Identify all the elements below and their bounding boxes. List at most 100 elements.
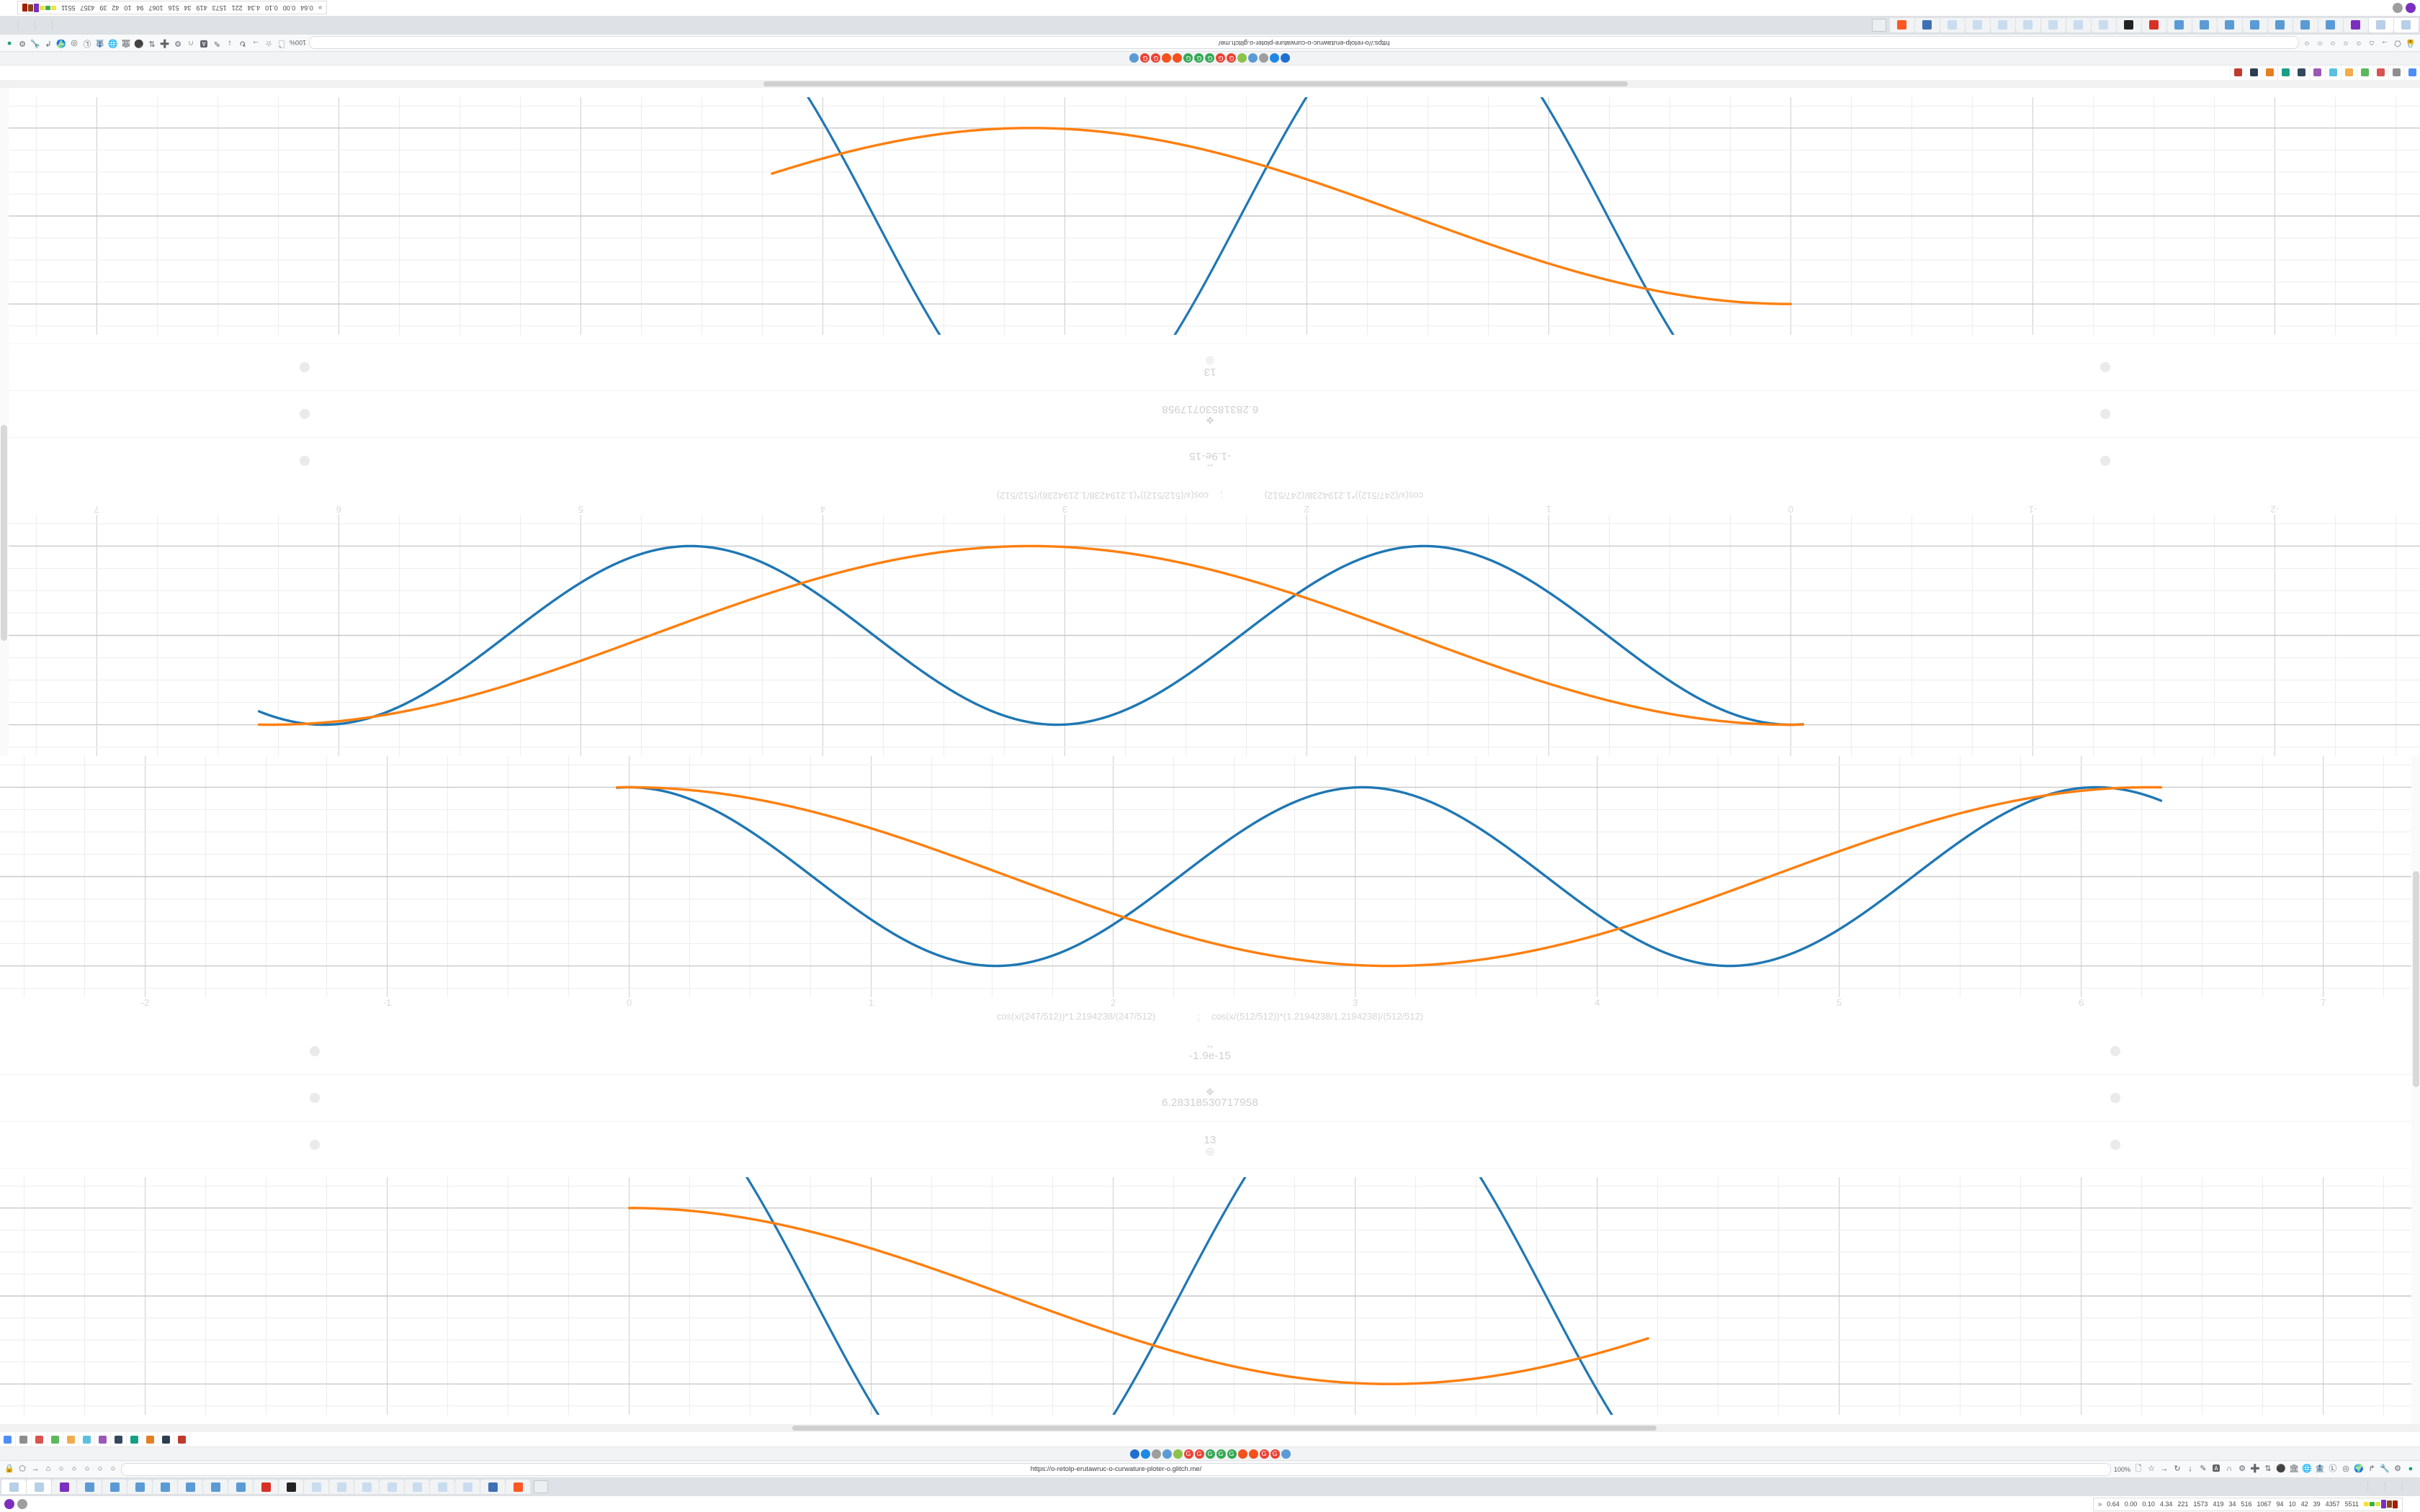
highlighter-icon[interactable]: 🅰 xyxy=(200,39,208,48)
browser-tab[interactable] xyxy=(2167,18,2192,32)
cube-icon[interactable] xyxy=(1281,1449,1291,1459)
bookmark-item[interactable] xyxy=(143,1432,158,1446)
new-tab-button[interactable] xyxy=(1872,19,1886,32)
bookmark-item[interactable] xyxy=(2388,66,2404,80)
sync-icon[interactable]: ↓ xyxy=(2188,1464,2192,1473)
compass-icon[interactable] xyxy=(1173,1449,1183,1459)
translate-icon[interactable]: ∩ xyxy=(188,39,194,48)
browser-tab[interactable] xyxy=(127,1480,152,1494)
browser-tab[interactable] xyxy=(1940,18,1965,32)
period-handle-icon[interactable]: ✥ xyxy=(1206,1086,1214,1097)
period-slider-handle[interactable] xyxy=(300,409,310,419)
reader-mode-icon[interactable]: ☆ xyxy=(265,39,272,48)
horizontal-scrollbar[interactable] xyxy=(0,80,2420,88)
library-icon[interactable]: 🌐 xyxy=(108,39,118,48)
mute-icon[interactable] xyxy=(1259,53,1269,63)
forward-arrow-icon[interactable]: → xyxy=(31,1464,40,1473)
google-g-icon[interactable]: G xyxy=(1183,1449,1193,1459)
horizontal-scrollbar-thumb[interactable] xyxy=(763,81,1628,86)
bookmark-item[interactable] xyxy=(32,1432,48,1446)
compass-icon[interactable] xyxy=(1237,53,1247,63)
droplet-icon[interactable] xyxy=(1270,53,1280,63)
browser-tab[interactable] xyxy=(2293,18,2318,32)
sun-icon[interactable] xyxy=(1248,1449,1258,1459)
taskbar-icon[interactable] xyxy=(17,1499,27,1509)
system-monitor[interactable]: » 0.64 0.00 0.10 4.34 221 1573 419 34 516 1067 94 10… xyxy=(2092,1497,2403,1511)
browser-tab[interactable] xyxy=(380,1480,404,1494)
browser-tab[interactable] xyxy=(480,1480,505,1494)
expand-chevron-icon[interactable]: » xyxy=(2097,1500,2102,1508)
nav-dot-icon[interactable]: ○ xyxy=(97,1464,103,1473)
browser-tab[interactable] xyxy=(304,1480,328,1494)
browser-tab[interactable] xyxy=(27,1480,51,1494)
page-scrollbar-vertical[interactable] xyxy=(0,86,9,756)
maximize-button[interactable] xyxy=(2385,1482,2401,1492)
upload-icon[interactable]: ⚫ xyxy=(2276,1464,2286,1473)
lastpass-icon[interactable]: ◎ xyxy=(71,39,78,48)
nav-dot-icon[interactable]: ○ xyxy=(58,1464,64,1473)
nav-dot-icon[interactable]: ○ xyxy=(110,1464,116,1473)
google-g2-icon[interactable]: G xyxy=(1194,53,1204,63)
share-arrow-icon[interactable]: ↻ xyxy=(239,39,246,48)
page-scrollbar-thumb[interactable] xyxy=(1,425,7,641)
bookmark-item[interactable] xyxy=(2372,66,2388,80)
samples-handle-icon[interactable]: ◎ xyxy=(1206,1146,1214,1156)
google-g2-icon[interactable]: G xyxy=(1227,1449,1237,1459)
nav-dot-icon[interactable]: ○ xyxy=(84,1464,90,1473)
bookmark-item[interactable] xyxy=(2341,66,2357,80)
bookmark-item[interactable] xyxy=(2230,66,2246,80)
upload-icon[interactable]: ⚫ xyxy=(134,39,144,48)
nav-dot-icon[interactable]: ○ xyxy=(71,1464,77,1473)
bookmark-item[interactable] xyxy=(2325,66,2341,80)
browser-tab[interactable] xyxy=(2344,18,2368,32)
samples-handle-icon[interactable]: ◎ xyxy=(1206,356,1214,366)
download-icon[interactable]: ✎ xyxy=(2200,1464,2207,1473)
bookmark-item[interactable] xyxy=(63,1432,79,1446)
new-tab-button[interactable] xyxy=(534,1480,548,1493)
nav-dot-icon[interactable]: ○ xyxy=(2356,39,2362,48)
browser-tab[interactable] xyxy=(1890,18,1914,32)
taskbar-icon[interactable] xyxy=(4,1499,14,1509)
offset-slider-handle[interactable] xyxy=(310,1046,320,1056)
browser-tab[interactable] xyxy=(2318,18,2343,32)
privacy-icon[interactable]: 🌍 xyxy=(2354,1464,2364,1473)
browser-tab[interactable] xyxy=(430,1480,454,1494)
browser-tab[interactable] xyxy=(77,1480,102,1494)
browser-tab[interactable] xyxy=(1,1480,26,1494)
bookmark-star-icon[interactable]: → xyxy=(2160,1464,2169,1473)
shield-icon[interactable]: ⬠ xyxy=(2394,39,2401,48)
home-icon[interactable]: ⌂ xyxy=(45,1464,51,1473)
bookmark-item[interactable] xyxy=(0,1432,16,1446)
browser-tab[interactable] xyxy=(279,1480,303,1494)
bookmark-item[interactable] xyxy=(2404,66,2420,80)
bookmark-item[interactable] xyxy=(79,1432,95,1446)
browser-tab[interactable] xyxy=(354,1480,379,1494)
browser-tab[interactable] xyxy=(506,1480,530,1494)
offset-handle-icon[interactable]: ↔ xyxy=(1205,1040,1215,1050)
bookmark-item[interactable] xyxy=(95,1432,111,1446)
settings-gear-icon[interactable]: ➕ xyxy=(2250,1464,2260,1473)
archive-icon[interactable]: Ⓛ xyxy=(83,39,91,48)
wrench-icon[interactable]: ⚙ xyxy=(19,39,26,48)
record-icon[interactable]: 🏛 xyxy=(2289,1464,2299,1473)
browser-tab[interactable] xyxy=(455,1480,480,1494)
google-g-icon[interactable]: G xyxy=(1151,53,1161,63)
browser-tab[interactable] xyxy=(2243,18,2267,32)
browser-tab[interactable] xyxy=(2192,18,2217,32)
privacy-icon[interactable]: 🌍 xyxy=(56,39,66,48)
system-monitor[interactable]: » 0.64 0.00 0.10 4.34 221 1573 419 34 516 1067 94 10… xyxy=(17,1,328,15)
google-g-icon[interactable]: G xyxy=(1227,53,1237,63)
taskbar-icon[interactable] xyxy=(2406,3,2416,13)
samples-slider-handle[interactable] xyxy=(300,362,310,372)
highlighter-icon[interactable]: 🅰 xyxy=(2212,1464,2220,1473)
nav-dot-icon[interactable]: ○ xyxy=(2304,39,2310,48)
archive-icon[interactable]: Ⓛ xyxy=(2329,1464,2337,1473)
horizontal-scrollbar-thumb[interactable] xyxy=(792,1426,1657,1431)
google-g-icon[interactable]: G xyxy=(1140,53,1150,63)
record-icon[interactable]: 🏛 xyxy=(121,39,131,48)
google-g-icon[interactable]: G xyxy=(1259,1449,1269,1459)
mute-icon[interactable] xyxy=(1151,1449,1161,1459)
browser-tab[interactable] xyxy=(405,1480,429,1494)
browser-tab[interactable] xyxy=(2142,18,2166,32)
home-icon[interactable]: ⌂ xyxy=(2369,39,2375,48)
